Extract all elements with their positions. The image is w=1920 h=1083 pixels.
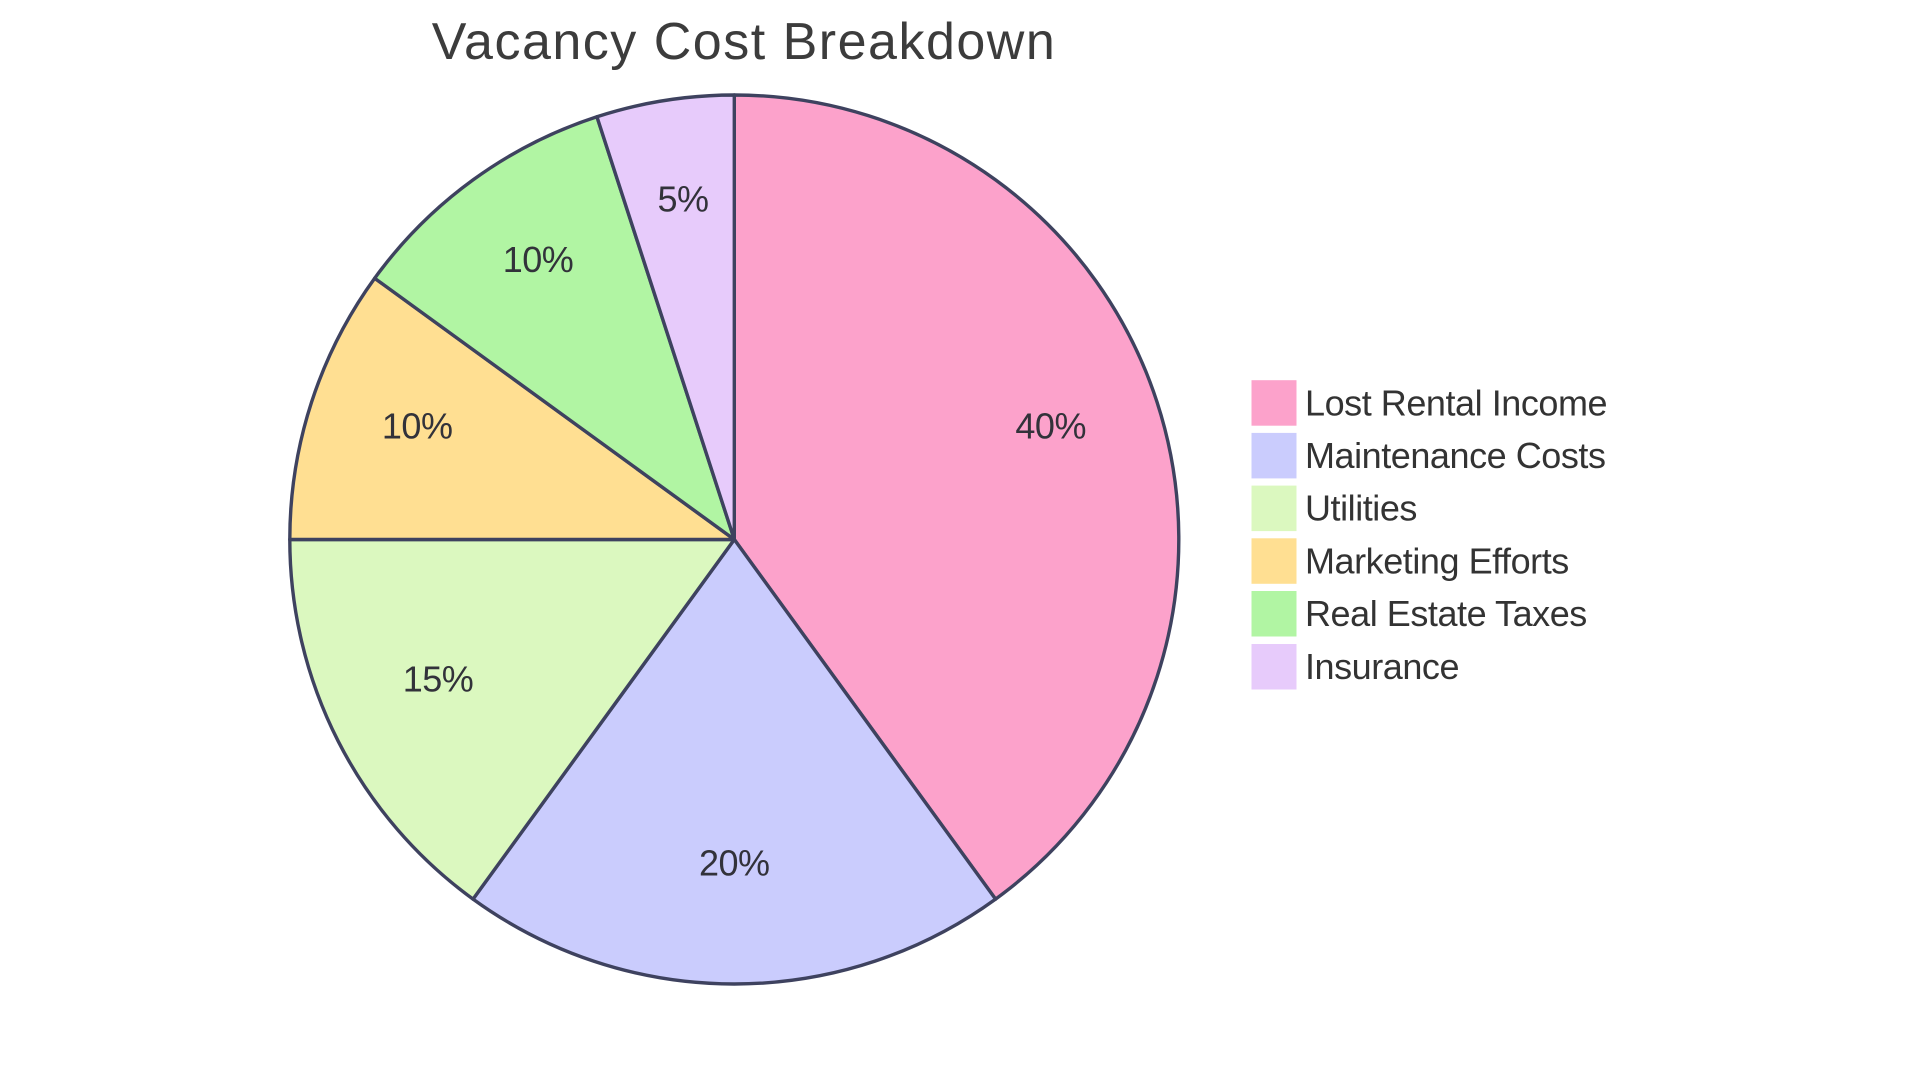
svg-text:Insurance: Insurance [1305, 646, 1459, 687]
svg-text:Maintenance Costs: Maintenance Costs [1305, 435, 1606, 476]
svg-text:40%: 40% [1015, 405, 1086, 446]
svg-text:20%: 20% [699, 843, 770, 884]
svg-text:Vacancy Cost Breakdown: Vacancy Cost Breakdown [432, 13, 1057, 71]
svg-text:Marketing Efforts: Marketing Efforts [1305, 540, 1569, 581]
svg-text:Real Estate Taxes: Real Estate Taxes [1305, 593, 1587, 634]
svg-text:Lost Rental Income: Lost Rental Income [1305, 382, 1607, 423]
svg-text:10%: 10% [503, 239, 574, 280]
svg-text:15%: 15% [403, 659, 474, 700]
svg-text:5%: 5% [657, 179, 708, 220]
svg-text:10%: 10% [382, 405, 453, 446]
svg-text:Utilities: Utilities [1305, 488, 1417, 529]
